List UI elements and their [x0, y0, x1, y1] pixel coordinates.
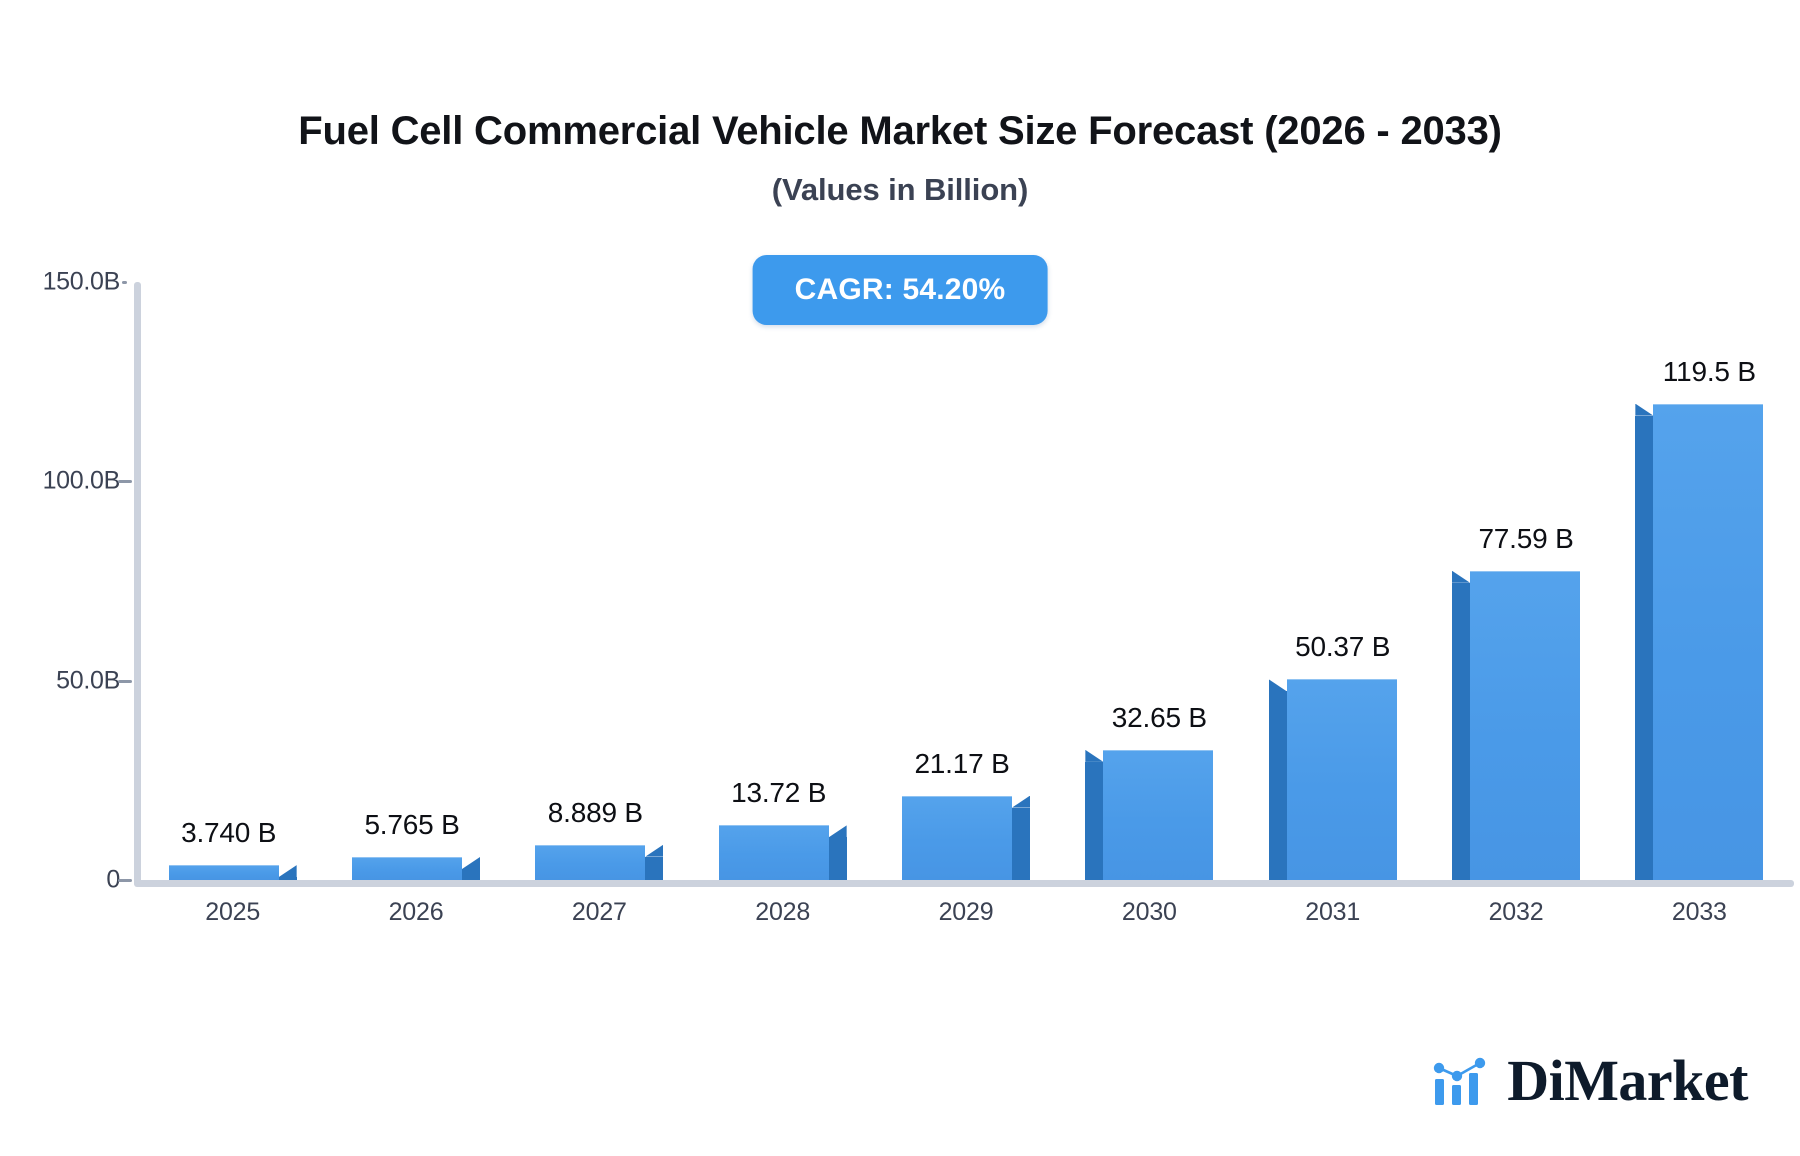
chart-subtitle: (Values in Billion)	[771, 172, 1029, 207]
bar-value-label: 13.72 B	[731, 777, 827, 809]
bar-top-bevel	[1635, 403, 1654, 416]
bar-2029[interactable]	[902, 282, 1030, 880]
bar-side-face	[462, 869, 480, 880]
bar-side-face	[1012, 807, 1030, 880]
bar-body	[168, 865, 297, 880]
chart-title: Fuel Cell Commercial Vehicle Market Size…	[298, 109, 1502, 153]
bar-top-bevel	[1085, 749, 1104, 762]
bar-2033[interactable]	[1635, 282, 1764, 880]
bar-side-face	[1268, 691, 1287, 880]
bar-top-bevel	[1268, 679, 1287, 692]
bar-front-face	[1653, 403, 1764, 880]
bar-side-face	[828, 837, 847, 880]
bar-value-label: 8.889 B	[547, 796, 643, 828]
x-axis-tick-label-2030: 2030	[1121, 898, 1177, 926]
y-axis-tick-mark	[118, 679, 132, 683]
bar-front-face	[902, 795, 1012, 880]
bar-2030[interactable]	[1085, 282, 1214, 880]
y-axis-tick-label: 0	[106, 865, 120, 894]
bar-2027[interactable]	[535, 282, 664, 880]
chart-header: Fuel Cell Commercial Vehicle Market Size…	[0, 108, 1800, 208]
bar-2032[interactable]	[1452, 282, 1580, 880]
bar-front-face	[1286, 679, 1397, 880]
bar-top-bevel	[278, 865, 297, 878]
bar-front-face	[1103, 749, 1214, 880]
x-axis-tick-label-2032: 2032	[1488, 898, 1544, 926]
bar-body	[1268, 679, 1397, 880]
bar-body	[1085, 749, 1214, 880]
bar-value-label: 50.37 B	[1295, 631, 1391, 663]
bar-2028[interactable]	[718, 282, 847, 880]
y-axis-line	[134, 282, 141, 886]
bar-side-face	[278, 877, 297, 880]
x-axis-tick-label-2031: 2031	[1305, 898, 1361, 926]
bar-front-face	[168, 865, 279, 880]
bar-front-face	[535, 844, 646, 880]
bar-value-label: 77.59 B	[1478, 522, 1574, 554]
y-axis-tick-label: 150.0B	[42, 267, 121, 296]
y-axis-tick-label: 100.0B	[42, 466, 121, 495]
bar-2025[interactable]	[168, 282, 297, 880]
bar-side-face	[1085, 761, 1104, 880]
bar-top-bevel	[1012, 795, 1030, 808]
bar-2031[interactable]	[1268, 282, 1397, 880]
bar-value-label: 21.17 B	[914, 747, 1010, 779]
bar-front-face	[718, 825, 829, 880]
bar-value-label: 3.740 B	[181, 817, 277, 849]
bar-body	[352, 857, 480, 880]
bar-chart-icon	[1431, 1055, 1491, 1107]
bar-side-face	[645, 856, 664, 880]
x-axis-tick-label-2027: 2027	[571, 898, 627, 926]
y-axis-tick-mark	[118, 480, 132, 484]
x-axis-tick-label-2029: 2029	[938, 898, 994, 926]
brand-name: DiMarket	[1507, 1048, 1748, 1113]
cagr-badge: CAGR: 54.20%	[752, 255, 1048, 325]
x-axis-tick-label-2033: 2033	[1671, 898, 1727, 926]
bar-body	[535, 844, 664, 880]
bar-top-bevel	[645, 844, 664, 857]
bar-side-face	[1635, 415, 1654, 880]
bar-top-bevel	[828, 825, 847, 838]
x-axis-tick-label-2028: 2028	[755, 898, 811, 926]
x-axis-tick-label-2026: 2026	[388, 898, 444, 926]
x-axis-tick-label-2025: 2025	[205, 898, 261, 926]
bar-body	[902, 795, 1030, 880]
bar-value-label: 5.765 B	[364, 809, 460, 841]
y-axis-tick-mark	[122, 281, 127, 284]
bar-front-face	[1470, 570, 1580, 880]
x-axis-line	[134, 880, 1794, 887]
bar-body	[1635, 403, 1764, 880]
y-axis-tick-mark	[118, 879, 132, 882]
bar-body	[1452, 570, 1580, 880]
bar-body	[718, 825, 847, 880]
bar-side-face	[1452, 582, 1470, 880]
y-axis-tick-label: 50.0B	[56, 666, 120, 695]
bar-value-label: 32.65 B	[1111, 701, 1207, 733]
bar-value-label: 119.5 B	[1662, 355, 1756, 387]
bar-front-face	[352, 857, 462, 880]
bars-layer: 3.740 B 5.765 B 8.889 B 13.72 B 21.17 B 32.65…	[141, 282, 1791, 880]
bar-top-bevel	[462, 857, 480, 870]
brand-logo: DiMarket	[1431, 1052, 1748, 1110]
bar-top-bevel	[1452, 570, 1470, 583]
bar-2026[interactable]	[352, 282, 480, 880]
